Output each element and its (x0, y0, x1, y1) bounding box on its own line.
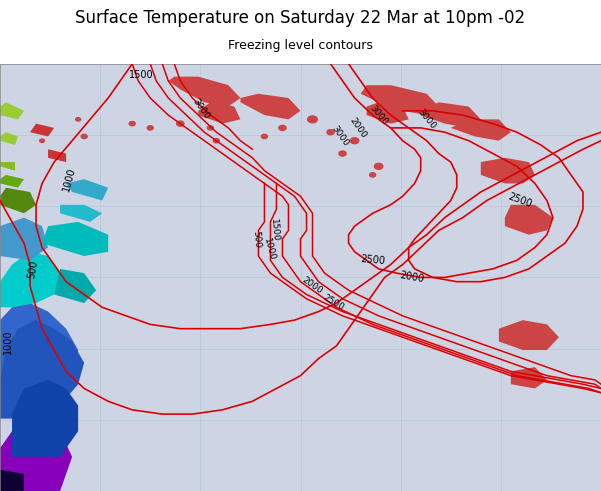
Polygon shape (60, 205, 102, 222)
Polygon shape (361, 85, 439, 115)
Polygon shape (505, 205, 553, 235)
Polygon shape (30, 124, 54, 136)
Circle shape (374, 164, 383, 169)
Circle shape (339, 151, 346, 156)
Text: Freezing level contours: Freezing level contours (228, 39, 373, 53)
Polygon shape (48, 149, 66, 162)
Text: 1500: 1500 (129, 70, 154, 80)
Polygon shape (421, 102, 481, 128)
Polygon shape (66, 179, 108, 200)
Circle shape (81, 135, 87, 138)
Polygon shape (240, 94, 300, 119)
Circle shape (370, 173, 376, 177)
Polygon shape (511, 367, 547, 388)
Circle shape (279, 125, 286, 131)
Polygon shape (0, 102, 24, 119)
Circle shape (350, 138, 359, 144)
Text: 3000: 3000 (368, 104, 389, 127)
Text: 1000: 1000 (61, 166, 77, 192)
Circle shape (40, 139, 44, 142)
Circle shape (147, 126, 153, 130)
Circle shape (207, 126, 213, 130)
Text: 1000: 1000 (262, 237, 276, 262)
Circle shape (76, 118, 81, 121)
Polygon shape (0, 423, 72, 491)
Text: 2000: 2000 (300, 276, 325, 296)
Polygon shape (481, 158, 535, 184)
Text: 500: 500 (26, 259, 40, 279)
Polygon shape (0, 320, 84, 418)
Text: 500: 500 (251, 230, 261, 248)
Polygon shape (0, 252, 60, 307)
Polygon shape (499, 320, 559, 350)
Text: 1500: 1500 (269, 218, 279, 242)
Circle shape (177, 121, 184, 126)
Circle shape (261, 135, 267, 138)
Circle shape (129, 121, 135, 126)
Circle shape (308, 116, 317, 123)
Text: Surface Temperature on Saturday 22 Mar at 10pm -02: Surface Temperature on Saturday 22 Mar a… (76, 9, 525, 27)
Text: 2500: 2500 (507, 191, 533, 210)
Polygon shape (367, 102, 409, 124)
Text: 2000: 2000 (347, 116, 368, 140)
Polygon shape (0, 188, 36, 213)
Circle shape (327, 130, 334, 135)
Circle shape (213, 138, 219, 143)
Polygon shape (0, 162, 15, 171)
Text: 1000: 1000 (3, 329, 13, 354)
Polygon shape (0, 175, 24, 188)
Polygon shape (0, 303, 78, 418)
Polygon shape (451, 119, 511, 141)
Text: 3000: 3000 (191, 97, 212, 121)
Text: 2000: 2000 (398, 271, 425, 284)
Text: 3000: 3000 (416, 108, 438, 131)
Polygon shape (0, 132, 18, 145)
Text: 3000: 3000 (329, 124, 350, 148)
Polygon shape (12, 380, 78, 457)
Polygon shape (168, 77, 240, 107)
Polygon shape (0, 218, 48, 260)
Text: 2500: 2500 (360, 254, 385, 267)
Text: 2500: 2500 (322, 294, 346, 313)
Polygon shape (198, 102, 240, 124)
Polygon shape (0, 469, 24, 491)
Polygon shape (42, 222, 108, 256)
Polygon shape (54, 269, 96, 303)
